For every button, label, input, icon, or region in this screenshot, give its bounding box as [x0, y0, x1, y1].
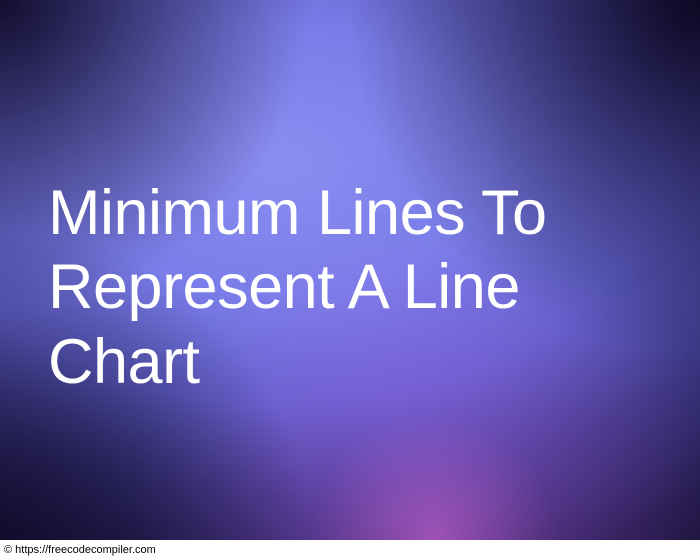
banner-image: Minimum Lines To Represent A Line Chart: [0, 0, 700, 540]
banner-title: Minimum Lines To Represent A Line Chart: [48, 176, 670, 399]
attribution-text: © https://freecodecompiler.com: [4, 544, 156, 556]
attribution-bar: © https://freecodecompiler.com: [0, 540, 700, 560]
